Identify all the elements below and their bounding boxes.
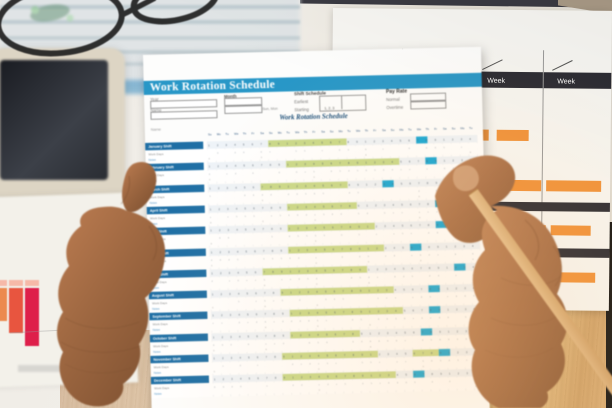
svg-text:Work Days: Work Days	[148, 152, 164, 156]
svg-text:Week: Week	[487, 78, 505, 85]
svg-text:Week: Week	[557, 78, 575, 85]
svg-text:January Shift: January Shift	[148, 145, 172, 150]
